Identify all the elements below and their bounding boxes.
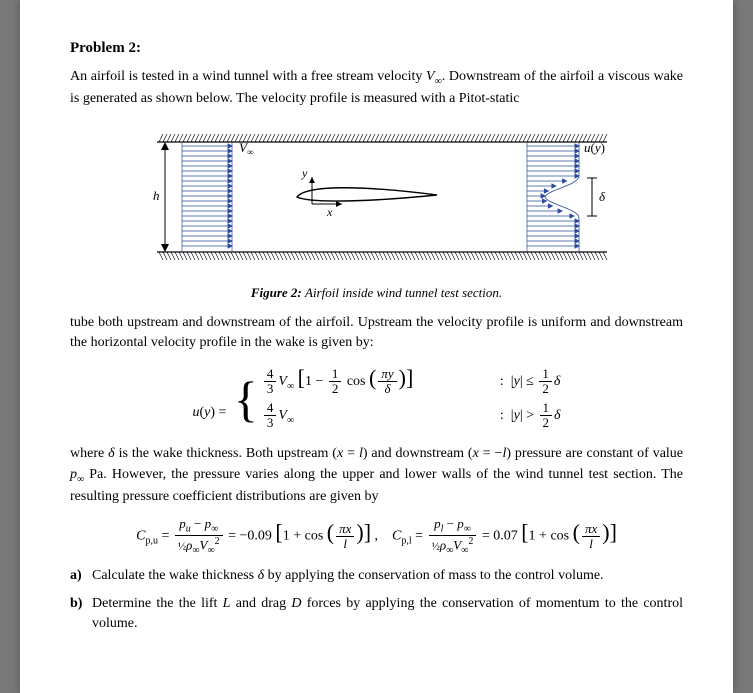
figure-2: [] h V∞ <box>70 122 683 301</box>
label-delta: δ <box>599 189 606 204</box>
item-a-text: Calculate the wake thickness δ by applyi… <box>92 566 604 586</box>
intro-paragraph: An airfoil is tested in a wind tunnel wi… <box>70 67 683 110</box>
label-y: y <box>301 166 308 180</box>
label-uy: u(y) <box>584 140 605 155</box>
figure-label: Figure 2: <box>251 285 302 300</box>
label-x: x <box>326 205 333 219</box>
piecewise-equation: u(y) = { 43V∞ [1 − 12 cos (πyδ)] : |y| ≤… <box>70 363 683 434</box>
problem-heading: Problem 2: <box>70 40 683 57</box>
airfoil-shape <box>297 187 437 200</box>
label-h: h <box>153 188 160 203</box>
item-a-letter: a) <box>70 566 92 586</box>
figure-text: Airfoil inside wind tunnel test section. <box>305 285 502 300</box>
paragraph-3: where δ is the wake thickness. Both upst… <box>70 444 683 507</box>
page: Problem 2: An airfoil is tested in a win… <box>20 0 733 693</box>
item-b-letter: b) <box>70 594 92 635</box>
sub-items-list: a) Calculate the wake thickness δ by app… <box>70 566 683 635</box>
inlet-profile <box>182 142 232 252</box>
item-b: b) Determine the the lift L and drag D f… <box>70 594 683 635</box>
cp-equations: Cp,u = pu − p∞ ½ρ∞V∞2 = −0.09 [1 + cos (… <box>70 517 683 556</box>
figure-caption: Figure 2: Airfoil inside wind tunnel tes… <box>70 285 683 301</box>
wake-profile-curve <box>545 142 579 252</box>
paragraph-2: tube both upstream and downstream of the… <box>70 313 683 354</box>
item-b-text: Determine the the lift L and drag D forc… <box>92 594 683 635</box>
item-a: a) Calculate the wake thickness δ by app… <box>70 566 683 586</box>
wind-tunnel-diagram: [] h V∞ <box>127 122 627 272</box>
